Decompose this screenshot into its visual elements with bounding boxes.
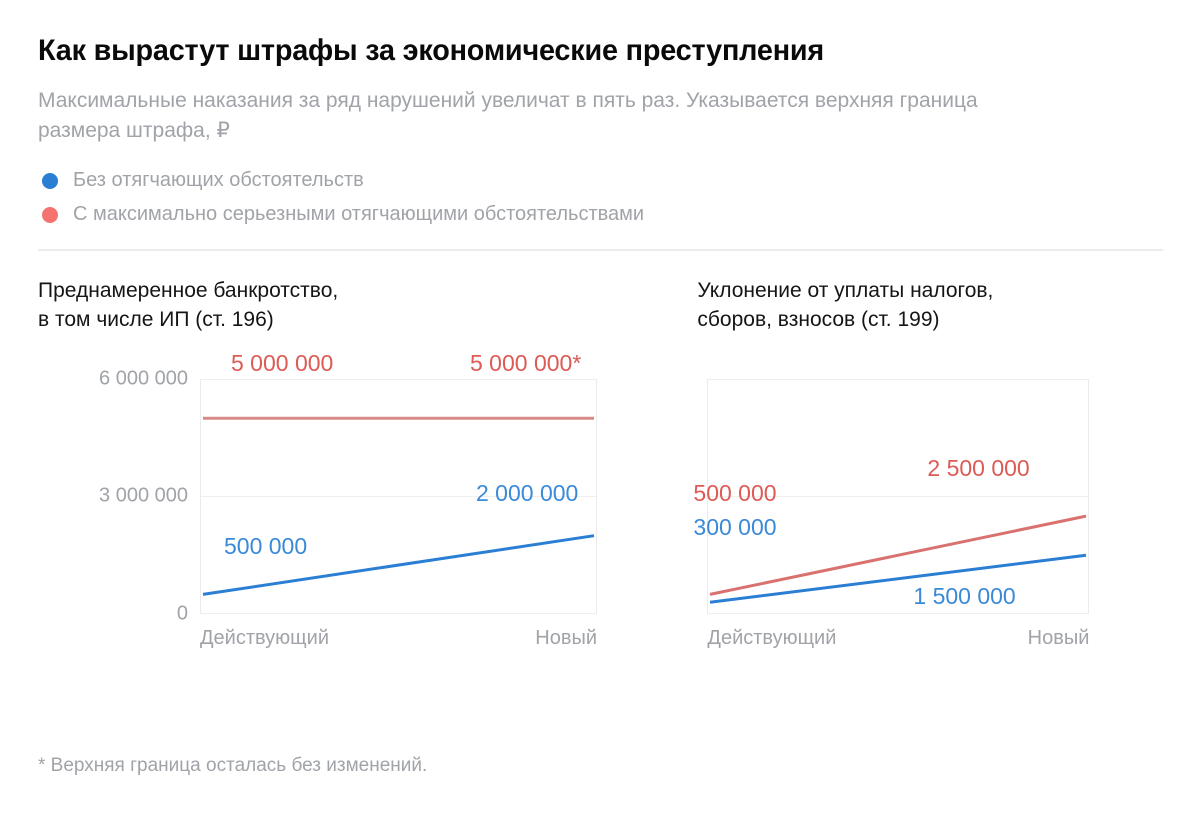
plot-wrap-bankruptcy: 6 000 000 3 000 000 0 5 00 [38, 351, 697, 649]
x-axis-labels-bankruptcy: Действующий Новый [200, 627, 597, 650]
chart-lines-tax-evasion [710, 514, 1087, 604]
gridline-top-tax [708, 378, 1089, 380]
section-divider [38, 248, 1163, 251]
series-line-blue-tax [710, 553, 1087, 604]
gridline-bottom-tax [708, 612, 1089, 614]
legend-dot-red-icon [42, 206, 58, 223]
x-label-current-bankruptcy: Действующий [200, 626, 329, 649]
chart-title-tax-evasion: Уклонение от уплаты налогов, сборов, взн… [697, 278, 994, 331]
gridline-6000000 [201, 378, 596, 380]
y-tick-6000000: 6 000 000 [99, 367, 188, 390]
footnote: * Верхняя граница осталась без изменений… [38, 755, 428, 776]
plot-area-bankruptcy [200, 378, 597, 614]
y-axis-labels: 6 000 000 3 000 000 0 [38, 367, 188, 624]
x-label-new-tax: Новый [1027, 626, 1090, 649]
series-line-blue [202, 533, 595, 596]
plot-area-tax-evasion [707, 378, 1090, 614]
value-label-blue-new-bankruptcy: 2 000 000 [476, 479, 579, 506]
legend-item-max-aggravating: С максимально серьезными отягчающими обс… [38, 198, 1162, 232]
chart-tax-evasion: Уклонение от уплаты налогов, сборов, взн… [693, 277, 1162, 649]
gridline-mid-tax [708, 495, 1089, 497]
charts-container: Преднамеренное банкротство, в том числе … [38, 251, 1162, 649]
x-label-current-tax: Действующий [707, 626, 837, 649]
plot-wrap-tax-evasion: 500 000 300 000 2 500 000 1 500 000 Дейс… [693, 378, 1162, 649]
gridline-0 [201, 612, 596, 614]
value-label-blue-current-tax: 300 000 [693, 513, 777, 540]
chart-title-bankruptcy: Преднамеренное банкротство, в том числе … [38, 278, 339, 331]
chart-bankruptcy: Преднамеренное банкротство, в том числе … [38, 277, 697, 649]
value-label-red-new-bankruptcy: 5 000 000* [470, 349, 582, 376]
x-label-new-bankruptcy: Новый [535, 626, 597, 649]
y-tick-0: 0 [176, 602, 188, 625]
series-line-red-tax [710, 514, 1087, 596]
legend-item-no-aggravating: Без отягчающих обстоятельств [38, 164, 1162, 198]
page-title: Как вырастут штрафы за экономические пре… [38, 34, 825, 67]
value-label-red-new-tax: 2 500 000 [927, 454, 1030, 481]
legend-label-max-aggravating: С максимально серьезными отягчающими обс… [73, 203, 645, 226]
legend-dot-blue-icon [42, 172, 58, 189]
value-label-blue-current-bankruptcy: 500 000 [224, 532, 308, 559]
page-subtitle: Максимальные наказания за ряд нарушений … [38, 88, 978, 142]
x-axis-labels-tax-evasion: Действующий Новый [707, 627, 1089, 650]
legend-label-no-aggravating: Без отягчающих обстоятельств [73, 169, 364, 192]
value-label-red-current-bankruptcy: 5 000 000 [231, 349, 334, 376]
value-label-red-current-tax: 500 000 [693, 479, 777, 506]
y-tick-3000000: 3 000 000 [99, 484, 188, 507]
gridline-3000000 [201, 495, 596, 497]
legend: Без отягчающих обстоятельств С максималь… [38, 146, 1162, 232]
chart-lines-bankruptcy [202, 416, 595, 596]
value-label-blue-new-tax: 1 500 000 [913, 582, 1016, 609]
